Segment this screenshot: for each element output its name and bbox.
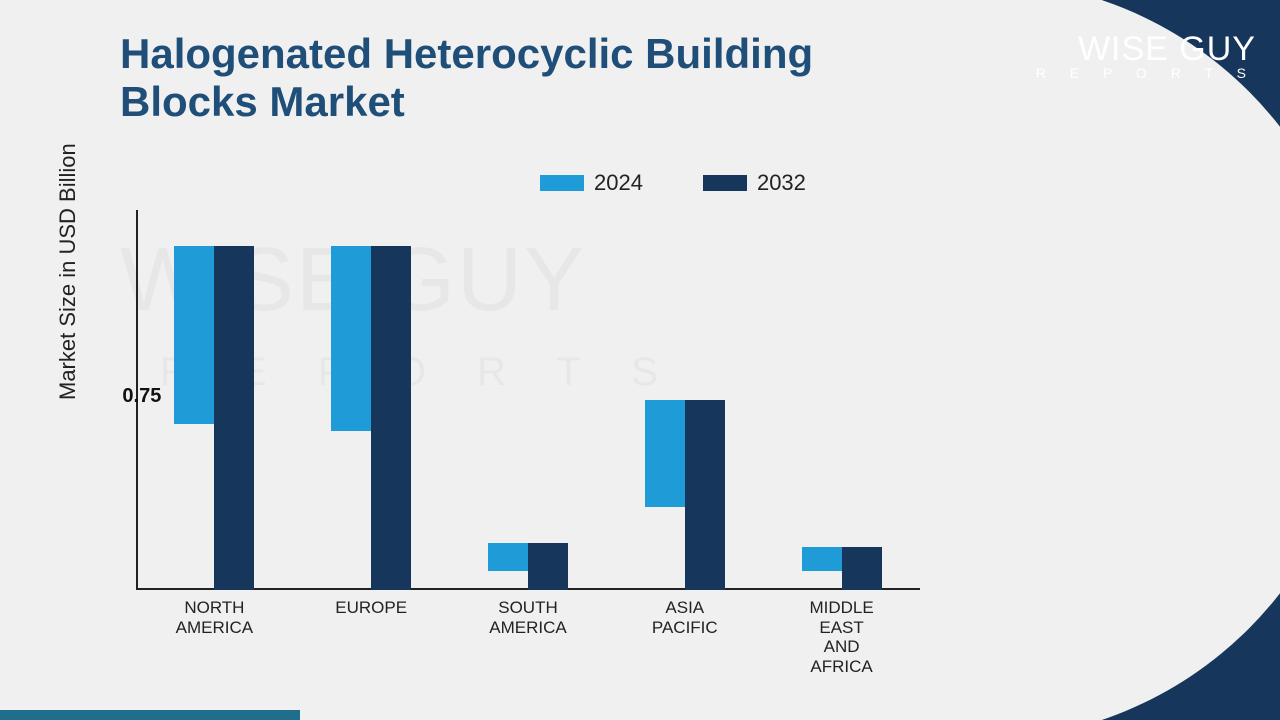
bar bbox=[371, 246, 411, 590]
footer-accent-bar bbox=[0, 710, 300, 720]
bar-group: EUROPE bbox=[293, 210, 450, 590]
bar-pair bbox=[488, 543, 568, 591]
legend-item-2032: 2032 bbox=[703, 170, 806, 196]
bar-groups: 0.75NORTHAMERICAEUROPESOUTHAMERICAASIAPA… bbox=[136, 210, 920, 590]
y-axis-label: Market Size in USD Billion bbox=[55, 143, 81, 400]
bar-pair bbox=[174, 246, 254, 590]
legend-item-2024: 2024 bbox=[540, 170, 643, 196]
bar-group: ASIAPACIFIC bbox=[606, 210, 763, 590]
bar bbox=[842, 547, 882, 590]
bar bbox=[174, 246, 214, 424]
category-label: ASIAPACIFIC bbox=[625, 590, 745, 637]
category-label: NORTHAMERICA bbox=[154, 590, 274, 637]
bar bbox=[331, 246, 371, 431]
chart-card: WISE GUY R E P O R T S Halogenated Heter… bbox=[0, 0, 1280, 720]
brand-logo: WISE GUY R E P O R T S bbox=[1036, 30, 1256, 81]
legend-label-2032: 2032 bbox=[757, 170, 806, 196]
bar bbox=[685, 400, 725, 590]
bar bbox=[802, 547, 842, 571]
bar-group: SOUTHAMERICA bbox=[450, 210, 607, 590]
legend: 2024 2032 bbox=[540, 170, 806, 196]
bar bbox=[214, 246, 254, 590]
bar-group: 0.75NORTHAMERICA bbox=[136, 210, 293, 590]
category-label: EUROPE bbox=[311, 590, 431, 618]
bar-chart: 0.75NORTHAMERICAEUROPESOUTHAMERICAASIAPA… bbox=[100, 210, 920, 590]
bar-pair bbox=[331, 246, 411, 590]
legend-swatch-2024 bbox=[540, 175, 584, 191]
bar-pair bbox=[645, 400, 725, 590]
brand-logo-line2: R E P O R T S bbox=[1036, 65, 1256, 81]
bar bbox=[645, 400, 685, 507]
legend-swatch-2032 bbox=[703, 175, 747, 191]
brand-logo-line1: WISE GUY bbox=[1036, 30, 1256, 69]
bar-value-label: 0.75 bbox=[122, 385, 161, 408]
category-label: SOUTHAMERICA bbox=[468, 590, 588, 637]
legend-label-2024: 2024 bbox=[594, 170, 643, 196]
bar-group: MIDDLEEASTANDAFRICA bbox=[763, 210, 920, 590]
chart-title: Halogenated Heterocyclic Building Blocks… bbox=[120, 30, 840, 127]
category-label: MIDDLEEASTANDAFRICA bbox=[782, 590, 902, 676]
bar-pair bbox=[802, 547, 882, 590]
bar bbox=[528, 543, 568, 591]
bar bbox=[488, 543, 528, 572]
